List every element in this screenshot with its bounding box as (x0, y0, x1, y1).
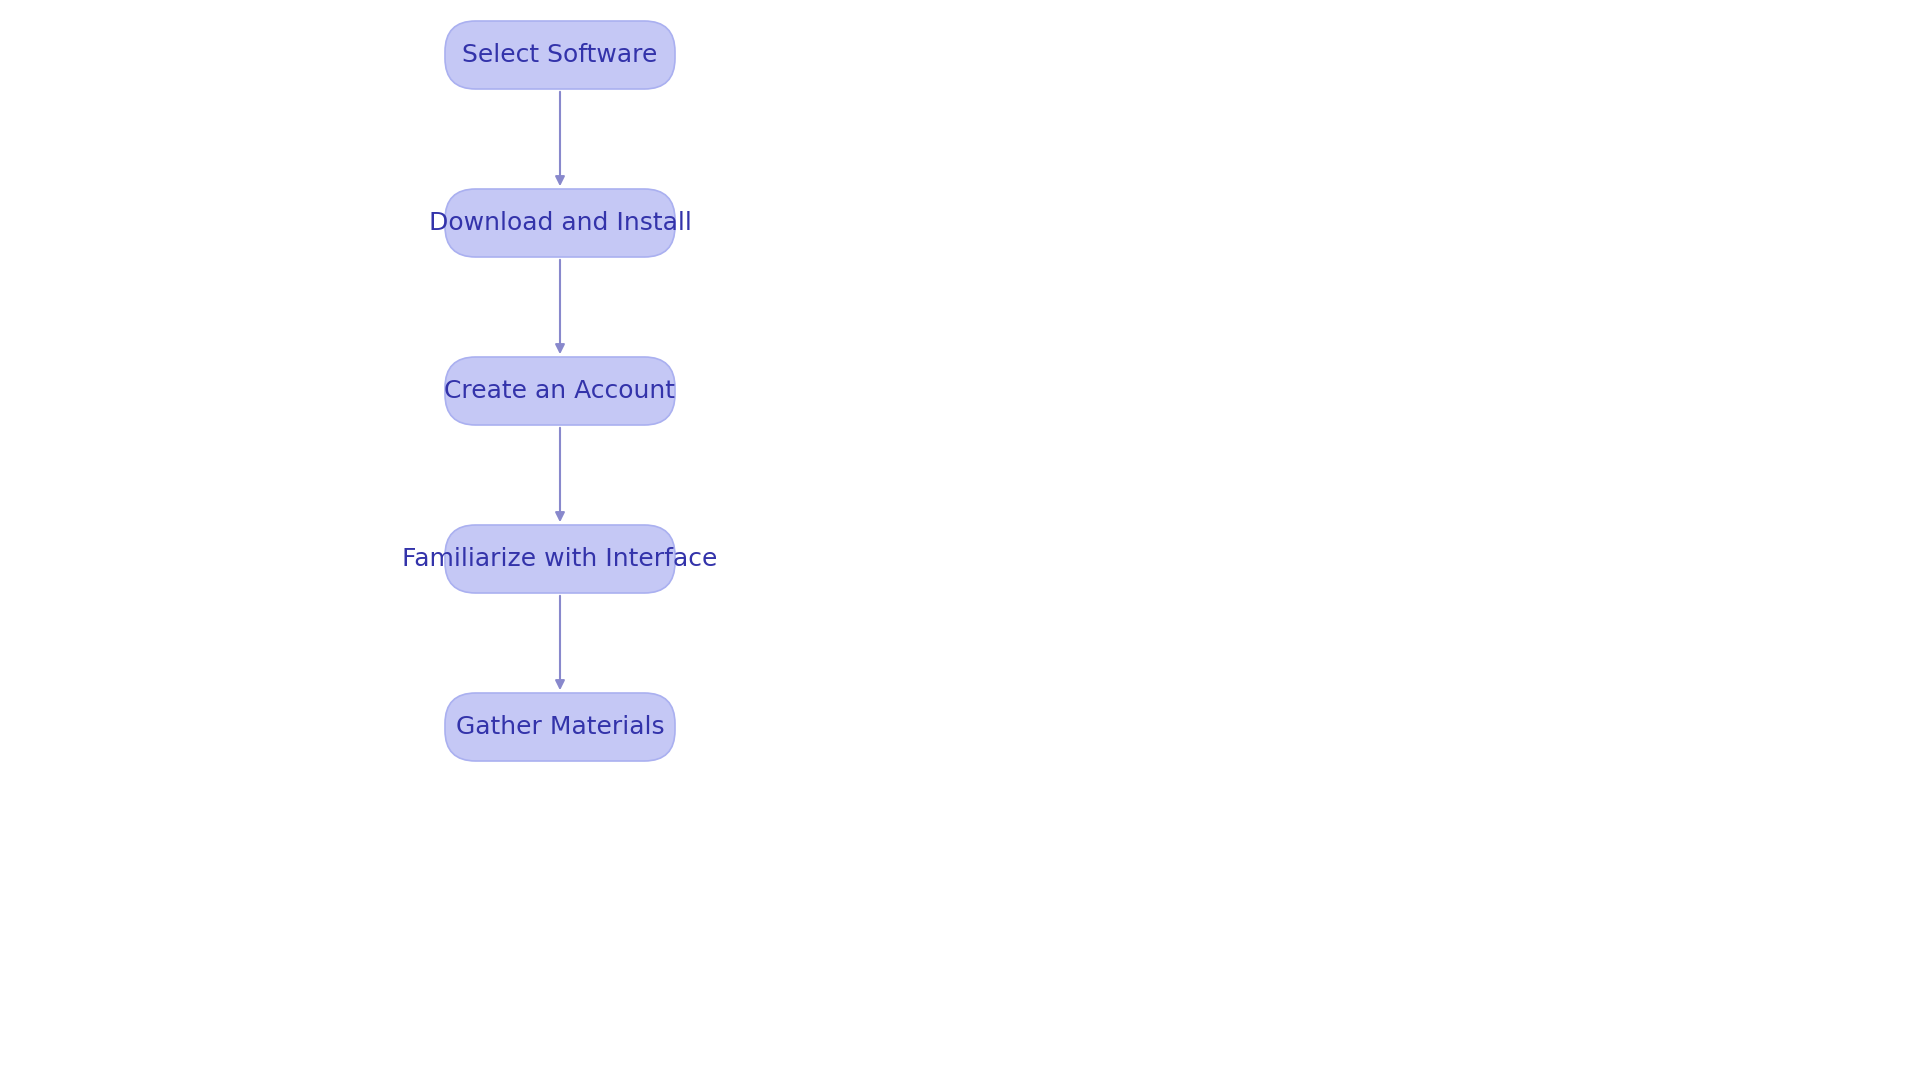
Text: Gather Materials: Gather Materials (455, 715, 664, 739)
FancyBboxPatch shape (445, 190, 676, 257)
Text: Download and Install: Download and Install (428, 211, 691, 235)
FancyBboxPatch shape (445, 357, 676, 425)
Text: Familiarize with Interface: Familiarize with Interface (403, 547, 718, 571)
FancyBboxPatch shape (445, 525, 676, 593)
FancyBboxPatch shape (445, 693, 676, 761)
Text: Select Software: Select Software (463, 43, 659, 67)
Text: Create an Account: Create an Account (445, 379, 676, 403)
FancyBboxPatch shape (445, 21, 676, 89)
